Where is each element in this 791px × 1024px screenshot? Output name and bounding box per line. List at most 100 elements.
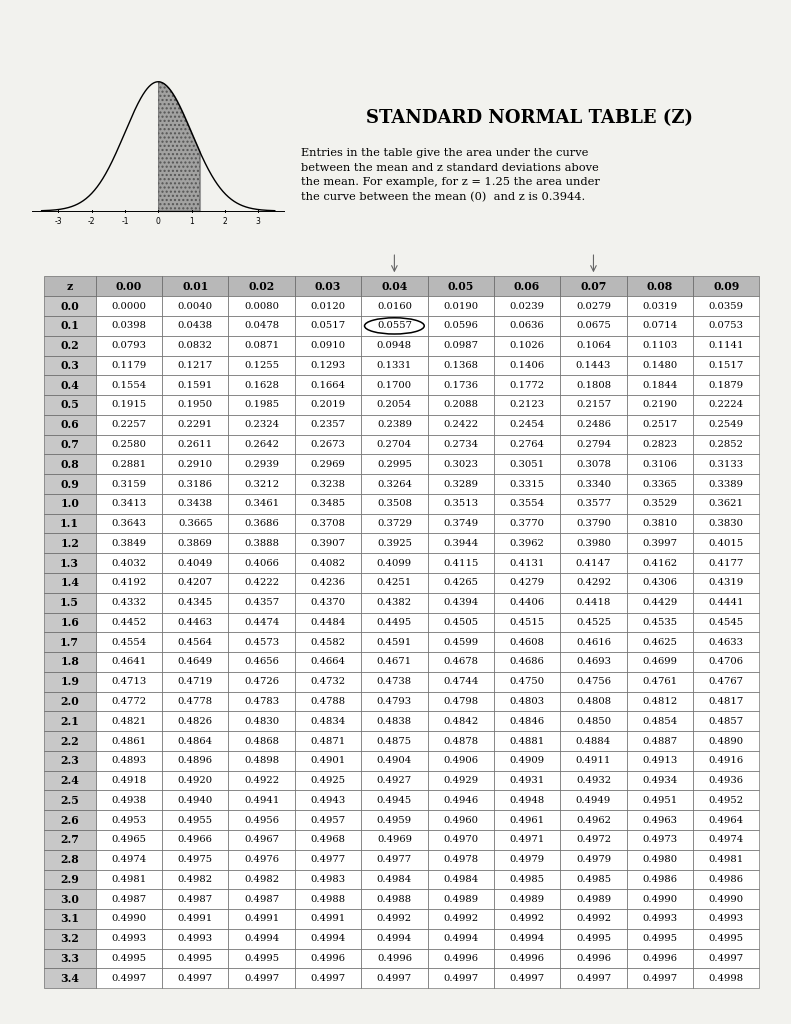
Bar (494, 494, 560, 514)
Text: 0.4995: 0.4995 (576, 934, 611, 943)
Bar (295, 909, 361, 929)
Text: 0.4938: 0.4938 (112, 796, 146, 805)
Text: 0.4968: 0.4968 (311, 836, 346, 845)
Text: 0.1179: 0.1179 (112, 360, 146, 370)
Text: 0.4750: 0.4750 (509, 677, 545, 686)
Bar (626, 633, 693, 652)
Text: 0.0517: 0.0517 (310, 322, 346, 331)
Bar (162, 612, 229, 633)
Text: 0.4981: 0.4981 (112, 874, 146, 884)
Bar (361, 415, 428, 434)
Bar (361, 612, 428, 633)
Bar (626, 731, 693, 751)
Text: 0.4972: 0.4972 (576, 836, 611, 845)
Bar (162, 791, 229, 810)
Text: 0.3389: 0.3389 (709, 479, 744, 488)
Bar (229, 296, 295, 316)
Text: 0.2734: 0.2734 (443, 440, 479, 449)
Text: 0.0319: 0.0319 (642, 302, 677, 310)
Text: 0.3051: 0.3051 (509, 460, 545, 469)
Text: 0.4959: 0.4959 (377, 816, 412, 824)
Text: 3: 3 (255, 217, 260, 226)
Text: 2.9: 2.9 (60, 873, 79, 885)
Text: 0.4656: 0.4656 (244, 657, 279, 667)
Text: 2.3: 2.3 (60, 756, 79, 766)
Text: 0.4706: 0.4706 (709, 657, 744, 667)
Bar (693, 672, 759, 691)
Bar (44, 296, 96, 316)
Text: 2.6: 2.6 (60, 815, 79, 825)
Bar (626, 415, 693, 434)
Text: 0.4987: 0.4987 (112, 895, 146, 904)
Text: 0.0557: 0.0557 (377, 322, 412, 331)
Bar (361, 593, 428, 612)
Bar (361, 850, 428, 869)
Bar (560, 455, 626, 474)
Text: 0.1141: 0.1141 (709, 341, 744, 350)
Bar (162, 810, 229, 830)
Text: 0.4991: 0.4991 (310, 914, 346, 924)
Bar (361, 672, 428, 691)
Text: 0.4961: 0.4961 (509, 816, 545, 824)
Bar (693, 889, 759, 909)
Text: 0.3238: 0.3238 (311, 479, 346, 488)
Bar (229, 415, 295, 434)
Bar (162, 889, 229, 909)
Bar (693, 771, 759, 791)
Bar (295, 672, 361, 691)
Bar (361, 474, 428, 494)
Bar (229, 276, 295, 296)
Bar (560, 691, 626, 712)
Bar (428, 810, 494, 830)
Text: 0.4846: 0.4846 (509, 717, 545, 726)
Text: 0.4332: 0.4332 (112, 598, 146, 607)
Bar (229, 355, 295, 376)
Bar (626, 455, 693, 474)
Bar (494, 751, 560, 771)
Text: 0.4996: 0.4996 (642, 954, 677, 963)
Bar (428, 929, 494, 948)
Text: 0.4991: 0.4991 (244, 914, 279, 924)
Text: 0.0910: 0.0910 (310, 341, 346, 350)
Text: 0.4946: 0.4946 (443, 796, 479, 805)
Text: 0.3413: 0.3413 (112, 500, 146, 508)
Bar (162, 929, 229, 948)
Bar (693, 316, 759, 336)
Text: 0.1844: 0.1844 (642, 381, 678, 390)
Bar (560, 355, 626, 376)
Bar (560, 494, 626, 514)
Bar (44, 691, 96, 712)
Text: 0.4965: 0.4965 (112, 836, 146, 845)
Text: 0.3365: 0.3365 (642, 479, 677, 488)
Bar (96, 889, 162, 909)
Bar (494, 434, 560, 455)
Bar (96, 316, 162, 336)
Bar (560, 889, 626, 909)
Text: 0.4995: 0.4995 (642, 934, 677, 943)
Text: 0.2910: 0.2910 (178, 460, 213, 469)
Bar (494, 514, 560, 534)
Bar (96, 553, 162, 573)
Text: 0.1406: 0.1406 (509, 360, 545, 370)
Text: 0.1443: 0.1443 (576, 360, 611, 370)
Text: 0.4452: 0.4452 (112, 617, 146, 627)
Text: 0.4941: 0.4941 (244, 796, 279, 805)
Bar (96, 434, 162, 455)
Bar (162, 316, 229, 336)
Text: 0.4474: 0.4474 (244, 617, 279, 627)
Text: 0.4997: 0.4997 (443, 974, 479, 983)
Bar (560, 771, 626, 791)
Bar (361, 751, 428, 771)
Text: 0.1331: 0.1331 (377, 360, 412, 370)
Text: 0.2549: 0.2549 (709, 420, 744, 429)
Text: 0.4990: 0.4990 (709, 895, 744, 904)
Text: STANDARD NORMAL TABLE (Z): STANDARD NORMAL TABLE (Z) (366, 109, 694, 127)
Bar (560, 514, 626, 534)
Text: 0.4881: 0.4881 (509, 736, 545, 745)
Bar (96, 573, 162, 593)
Text: 0.4345: 0.4345 (178, 598, 213, 607)
Bar (626, 474, 693, 494)
Text: 0.4986: 0.4986 (709, 874, 744, 884)
Text: 0.4970: 0.4970 (443, 836, 479, 845)
Text: -1: -1 (121, 217, 129, 226)
